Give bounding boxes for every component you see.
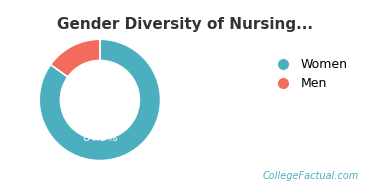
Legend: Women, Men: Women, Men xyxy=(266,53,353,95)
Text: Gender Diversity of Nursing...: Gender Diversity of Nursing... xyxy=(57,17,313,32)
Wedge shape xyxy=(39,39,161,161)
Wedge shape xyxy=(51,39,100,77)
Text: 84.9%: 84.9% xyxy=(82,132,118,142)
Text: CollegeFactual.com: CollegeFactual.com xyxy=(263,171,359,181)
